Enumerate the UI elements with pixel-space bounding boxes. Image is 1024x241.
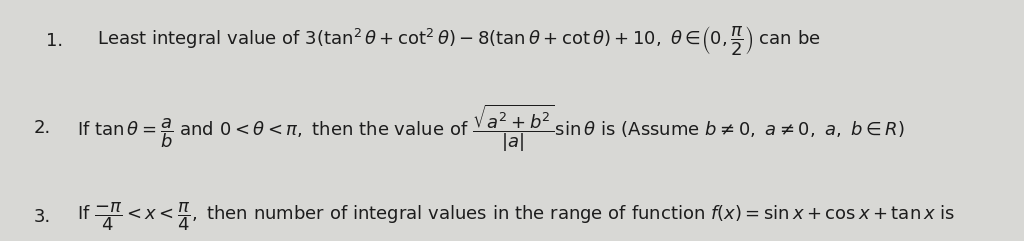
Text: 2.: 2.	[34, 119, 51, 137]
Text: $\mathrm{Least\ integral\ value\ of\ }3(\tan^2\theta+\cot^2\theta)-8(\tan\theta+: $\mathrm{Least\ integral\ value\ of\ }3(…	[97, 25, 821, 57]
Text: $\mathrm{If\ }\dfrac{-\pi}{4}<x<\dfrac{\pi}{4},\mathrm{\ then\ number\ of\ integ: $\mathrm{If\ }\dfrac{-\pi}{4}<x<\dfrac{\…	[77, 201, 955, 233]
Text: $\mathrm{If\ }\tan\theta=\dfrac{a}{b}\mathrm{\ and\ }0<\theta<\pi,\mathrm{\ then: $\mathrm{If\ }\tan\theta=\dfrac{a}{b}\ma…	[77, 102, 904, 154]
Text: 1.: 1.	[46, 32, 63, 50]
Text: 3.: 3.	[34, 208, 51, 226]
